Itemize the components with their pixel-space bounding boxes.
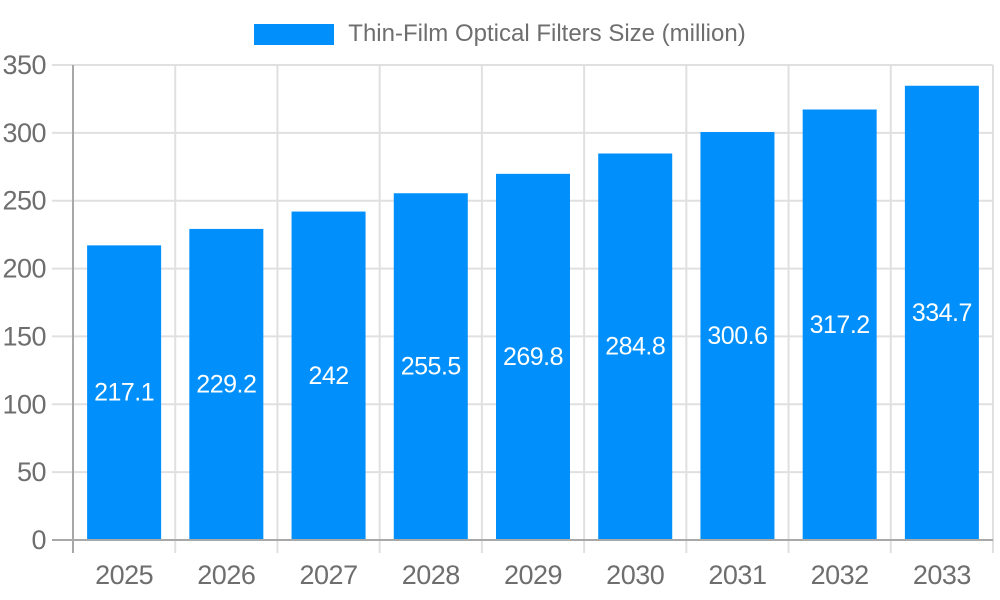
x-tick-label: 2027 [300,560,358,590]
bar-value-label: 284.8 [605,333,665,361]
x-tick-label: 2026 [197,560,255,590]
x-tick-label: 2030 [606,560,664,590]
legend: Thin-Film Optical Filters Size (million) [0,20,1000,48]
bar-2029[interactable] [496,173,570,541]
y-tick-label: 0 [31,525,46,555]
bar-value-label: 269.8 [503,343,563,371]
y-tick-label: 50 [17,457,46,487]
x-tick-label: 2029 [504,560,562,590]
bar-value-label: 217.1 [94,379,154,407]
bar-2032[interactable] [802,109,877,540]
y-tick-label: 100 [2,389,46,419]
bar-value-label: 255.5 [401,353,461,381]
x-tick-label: 2033 [913,560,971,590]
bar-2030[interactable] [598,153,673,540]
bar-2033[interactable] [904,85,979,540]
x-tick-label: 2025 [95,560,153,590]
bar-2026[interactable] [189,228,264,540]
bar-2031[interactable] [700,132,775,541]
bar-value-label: 300.6 [707,322,767,350]
y-tick-label: 250 [2,186,46,216]
legend-item[interactable]: Thin-Film Optical Filters Size (million) [254,20,746,48]
y-tick-label: 300 [2,118,46,148]
y-tick-label: 200 [2,254,46,284]
x-tick-label: 2031 [708,560,766,590]
bar-2027[interactable] [291,211,366,541]
bar-value-label: 317.2 [810,311,870,339]
legend-label: Thin-Film Optical Filters Size (million) [348,20,746,47]
legend-swatch [254,23,335,45]
x-tick-label: 2028 [402,560,460,590]
bar-2028[interactable] [393,193,468,540]
y-tick-label: 150 [2,321,46,351]
bar-2025[interactable] [87,245,162,540]
bar-value-label: 229.2 [196,370,256,398]
y-tick-label: 350 [2,50,46,80]
x-tick-label: 2032 [811,560,869,590]
bar-value-label: 334.7 [912,299,972,327]
bar-value-label: 242 [308,362,348,390]
